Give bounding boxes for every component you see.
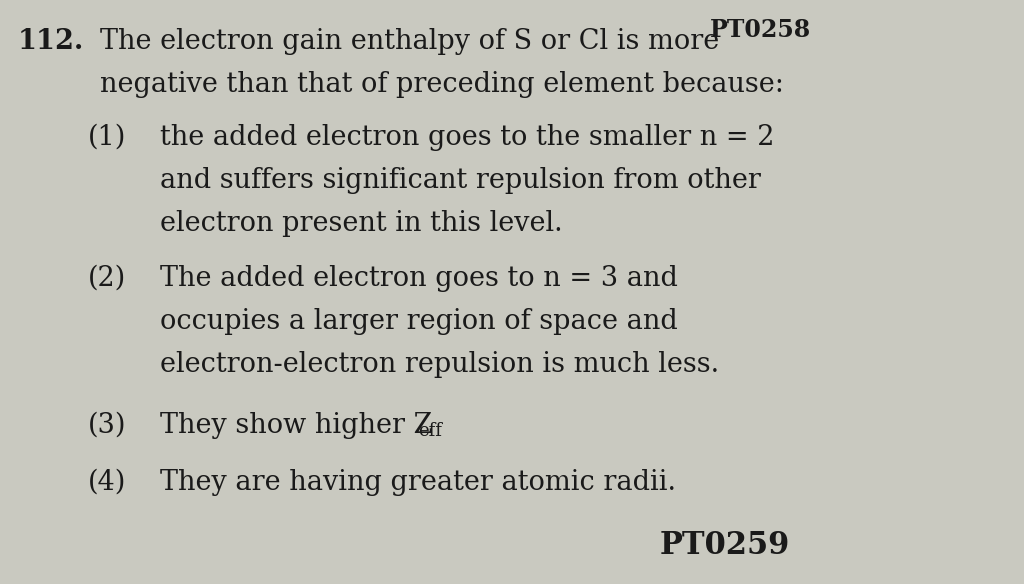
Text: They are having greater atomic radii.: They are having greater atomic radii. <box>160 469 676 496</box>
Text: (2): (2) <box>88 265 126 292</box>
Text: electron-electron repulsion is much less.: electron-electron repulsion is much less… <box>160 351 719 378</box>
Text: (4): (4) <box>88 469 126 496</box>
Text: (1): (1) <box>88 124 126 151</box>
Text: eff: eff <box>418 422 442 440</box>
Text: and suffers significant repulsion from other: and suffers significant repulsion from o… <box>160 167 761 194</box>
Text: The added electron goes to n = 3 and: The added electron goes to n = 3 and <box>160 265 678 292</box>
Text: PT0259: PT0259 <box>660 530 791 561</box>
Text: 112.: 112. <box>18 28 84 55</box>
Text: the added electron goes to the smaller n = 2: the added electron goes to the smaller n… <box>160 124 774 151</box>
Text: They show higher Z: They show higher Z <box>160 412 432 439</box>
Text: occupies a larger region of space and: occupies a larger region of space and <box>160 308 678 335</box>
Text: The electron gain enthalpy of S or Cl is more: The electron gain enthalpy of S or Cl is… <box>100 28 719 55</box>
Text: negative than that of preceding element because:: negative than that of preceding element … <box>100 71 784 98</box>
Text: (3): (3) <box>88 412 127 439</box>
Text: electron present in this level.: electron present in this level. <box>160 210 562 237</box>
Text: PT0258: PT0258 <box>710 18 811 42</box>
